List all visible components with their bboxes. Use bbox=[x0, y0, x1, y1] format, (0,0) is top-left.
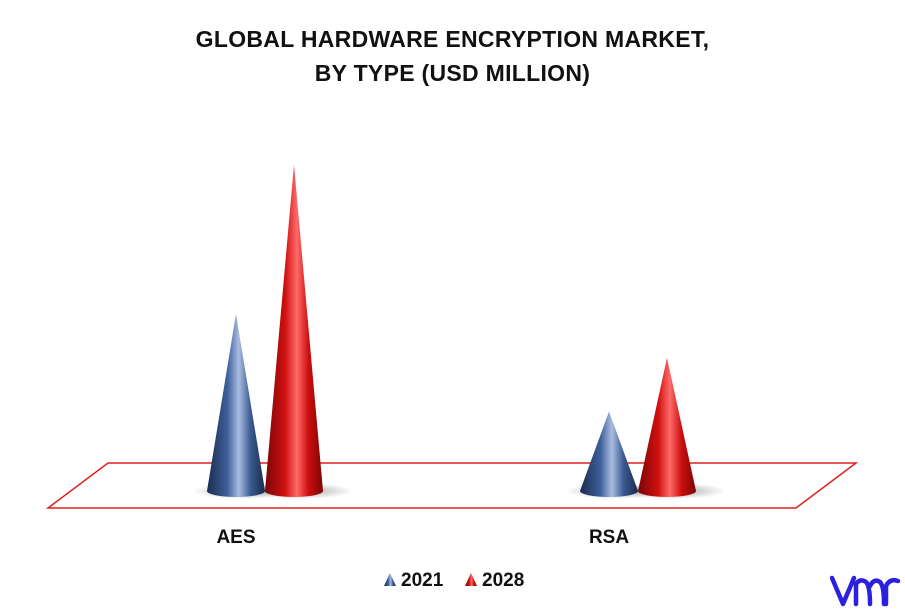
legend-item-2021: 2021 bbox=[384, 570, 444, 591]
cone-rsa-2021 bbox=[580, 411, 638, 497]
cone-rsa-2028 bbox=[638, 357, 696, 497]
vmr-logo-icon bbox=[830, 575, 901, 607]
legend-item-2028: 2028 bbox=[465, 570, 524, 591]
legend: 2021 2028 bbox=[384, 570, 524, 591]
legend-label: 2021 bbox=[401, 570, 444, 591]
legend-label: 2028 bbox=[482, 570, 524, 591]
category-labels: AES RSA bbox=[216, 527, 629, 548]
chart-floor-outline bbox=[45, 462, 859, 509]
legend-swatch-icon bbox=[384, 573, 396, 586]
cone-body bbox=[207, 314, 265, 497]
chart-floor bbox=[45, 462, 859, 509]
chart-title-line-1: GLOBAL HARDWARE ENCRYPTION MARKET, bbox=[195, 26, 710, 52]
chart-marks bbox=[193, 164, 726, 499]
cone-aes-2021 bbox=[207, 314, 265, 497]
category-label-rsa: RSA bbox=[589, 527, 629, 548]
cone-body bbox=[638, 357, 696, 497]
chart-title: GLOBAL HARDWARE ENCRYPTION MARKET, BY TY… bbox=[0, 22, 905, 90]
cone-body bbox=[580, 411, 638, 497]
chart-title-line-2: BY TYPE (USD MILLION) bbox=[314, 60, 591, 86]
legend-swatch-icon bbox=[465, 573, 477, 586]
category-label-aes: AES bbox=[216, 527, 255, 548]
cone-aes-2028 bbox=[265, 164, 323, 497]
cone-body bbox=[265, 164, 323, 497]
